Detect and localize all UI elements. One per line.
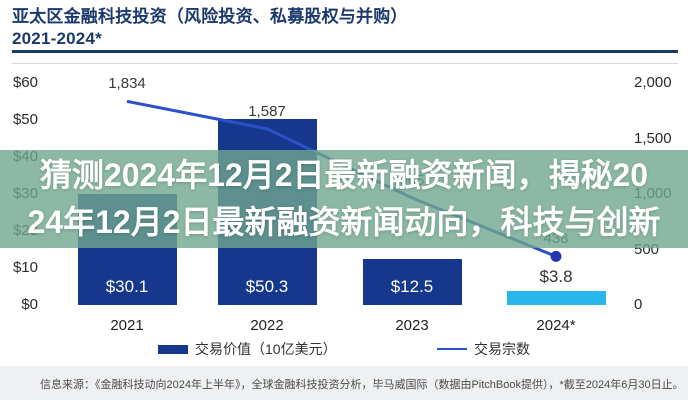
value-axis-tick: $0 [21, 296, 38, 313]
line-swatch-icon [437, 348, 467, 350]
legend-label-deal-count: 交易宗数 [474, 341, 530, 357]
bar-value-label: $3.8 [539, 266, 573, 286]
news-overlay-banner: 猜测2024年12月2日最新融资新闻，揭秘20 24年12月2日最新融资新闻动向… [0, 150, 688, 248]
bar-2023 [362, 258, 462, 305]
legend-item-deal-count: 交易宗数 [437, 340, 530, 358]
count-axis-tick: 2,000 [634, 74, 672, 91]
category-label-2021: 2021 [110, 317, 144, 334]
overlay-text-line1: 猜测2024年12月2日最新融资新闻，揭秘20 [39, 157, 649, 193]
chart-title-line2: 2021-2024* [12, 29, 102, 48]
bar-value-label: $30.1 [105, 277, 149, 296]
line-value-label: 1,834 [108, 75, 146, 93]
value-axis-tick: $60 [12, 74, 38, 91]
bar-2024* [506, 290, 606, 305]
legend-item-deal-value: 交易价值（10亿美元） [158, 340, 337, 358]
chart-title-line1: 亚太区金融科技投资（风险投资、私募股权与并购） [12, 7, 408, 26]
category-label-2022: 2022 [250, 317, 284, 334]
category-label-2024: 2024* [536, 317, 576, 334]
legend-label-deal-value: 交易价值（10亿美元） [195, 341, 337, 357]
bar-value-label: $12.5 [390, 277, 434, 296]
category-label-2023: 2023 [395, 317, 429, 334]
bar-swatch-icon [158, 344, 188, 354]
line-value-label: 1,587 [248, 102, 286, 120]
value-axis-tick: $10 [12, 259, 38, 276]
bar-value-label: $50.3 [245, 277, 289, 296]
plot-top-border [12, 63, 678, 64]
title-underline [12, 50, 678, 53]
count-axis-tick: 1,500 [634, 129, 672, 147]
line-end-dot [550, 250, 562, 262]
value-axis-tick: $50 [12, 111, 38, 128]
source-note: 信息来源：《金融科技动向2024年上半年》，全球金融科技投资分析，毕马威国际（数… [40, 379, 684, 391]
footer-band [0, 366, 688, 400]
overlay-text-line2: 24年12月2日最新融资新闻动向，科技与创新 [27, 204, 661, 240]
count-axis-tick: 0 [634, 296, 643, 313]
